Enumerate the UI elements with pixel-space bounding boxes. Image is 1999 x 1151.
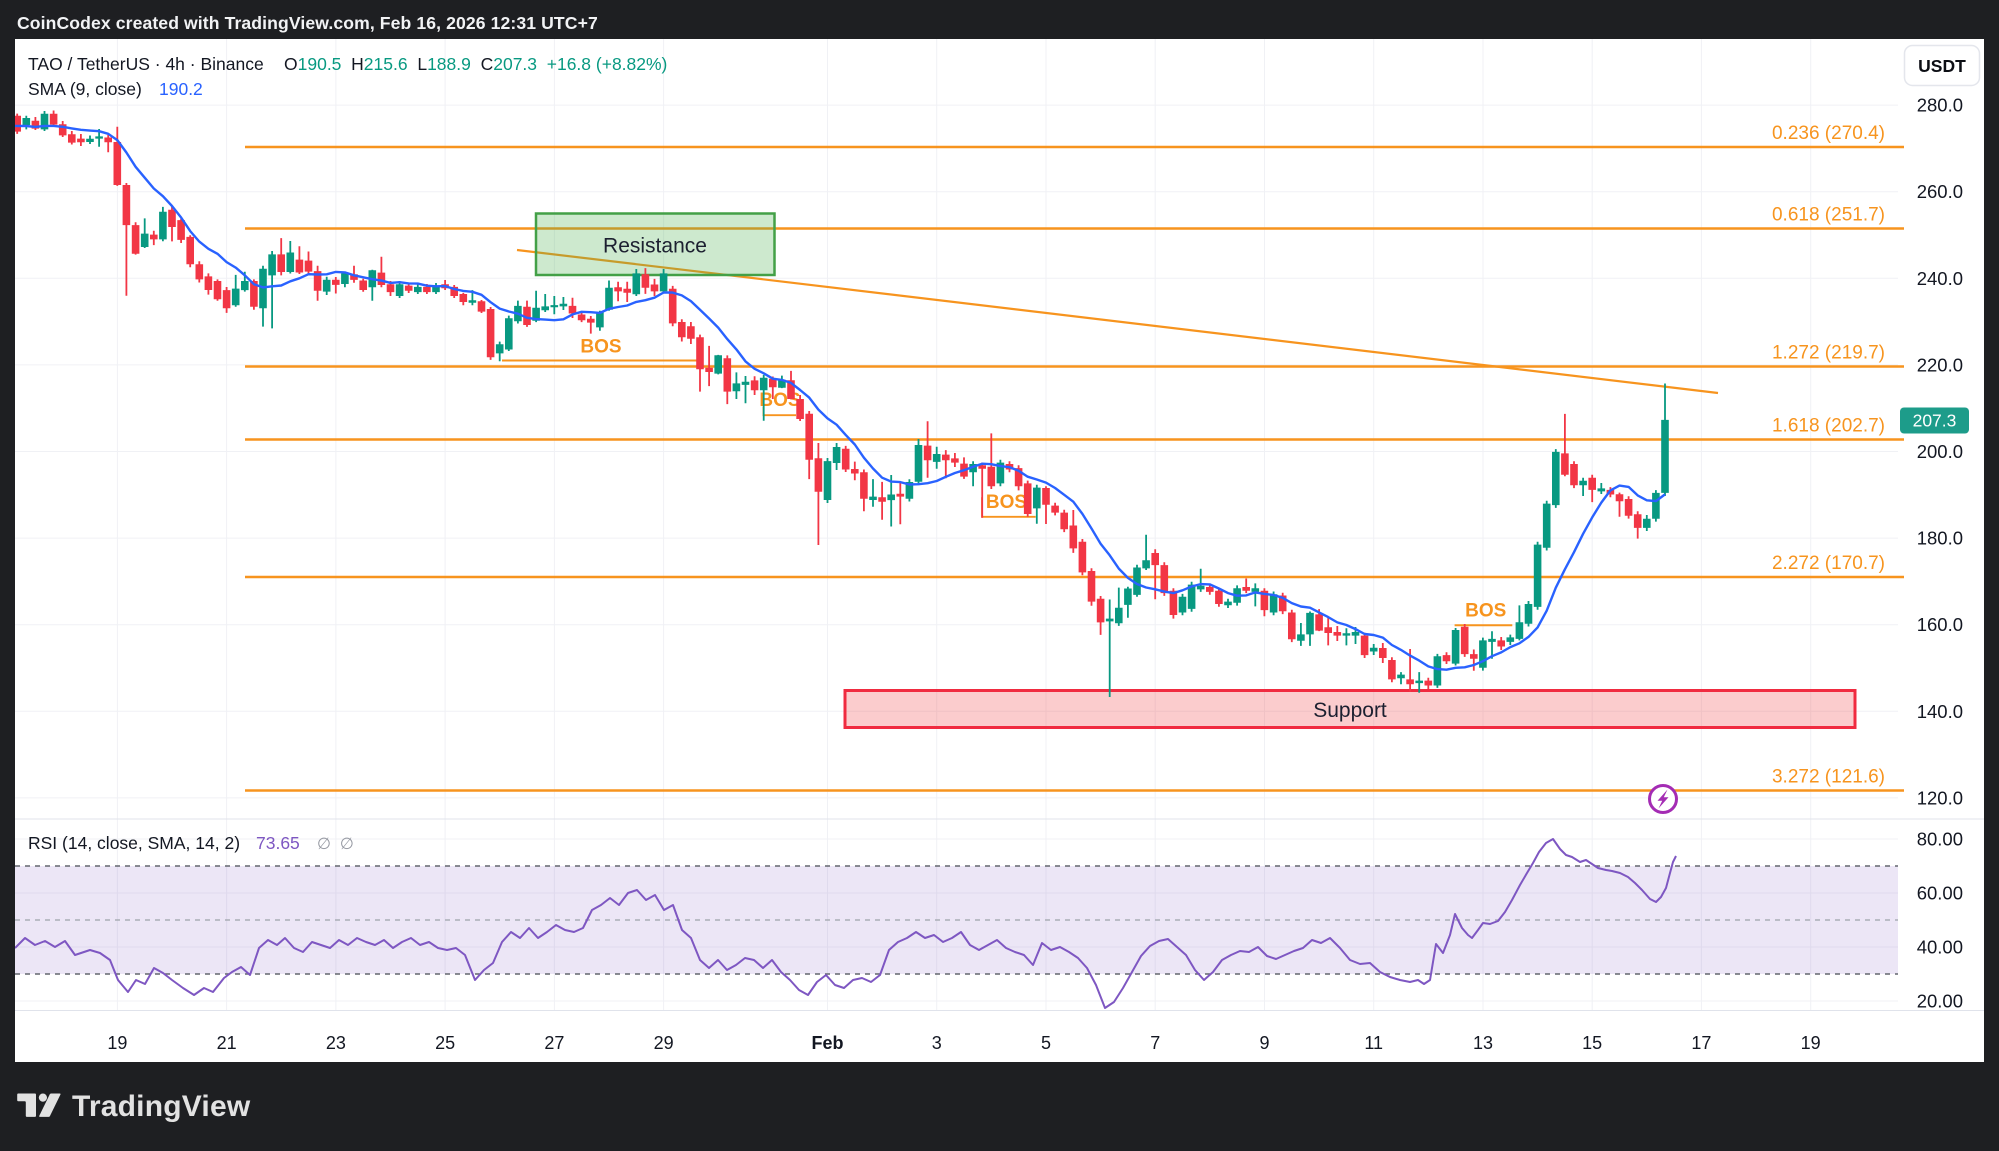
svg-text:TradingView: TradingView (72, 1090, 251, 1123)
svg-text:CoinCodex created with Trading: CoinCodex created with TradingView.com, … (17, 13, 598, 33)
svg-text:13: 13 (1473, 1033, 1493, 1053)
svg-text:120.0: 120.0 (1917, 787, 1963, 808)
svg-text:25: 25 (435, 1033, 455, 1053)
svg-text:40.00: 40.00 (1917, 937, 1963, 958)
svg-text:200.0: 200.0 (1917, 441, 1963, 462)
svg-text:220.0: 220.0 (1917, 354, 1963, 375)
svg-text:BOS: BOS (1465, 601, 1506, 622)
svg-text:SMA (9, close): SMA (9, close) (28, 79, 142, 99)
svg-text:RSI (14, close, SMA, 14, 2): RSI (14, close, SMA, 14, 2) (28, 833, 240, 853)
svg-text:60.00: 60.00 (1917, 883, 1963, 904)
svg-text:73.65: 73.65 (256, 833, 300, 853)
svg-text:USDT: USDT (1918, 56, 1966, 76)
svg-text:140.0: 140.0 (1917, 701, 1963, 722)
svg-text:0.236 (270.4): 0.236 (270.4) (1772, 123, 1885, 144)
svg-text:3: 3 (932, 1033, 942, 1053)
svg-text:O190.5 H215.6 L188.9 C207.3: O190.5 H215.6 L188.9 C207.3 +16.8 (+8.82… (284, 54, 667, 74)
svg-text:1.272 (219.7): 1.272 (219.7) (1772, 343, 1885, 364)
svg-text:2.272 (170.7): 2.272 (170.7) (1772, 553, 1885, 574)
svg-text:BOS: BOS (986, 492, 1027, 513)
svg-text:260.0: 260.0 (1917, 181, 1963, 202)
svg-text:Resistance: Resistance (603, 235, 707, 258)
svg-text:3.272 (121.6): 3.272 (121.6) (1772, 767, 1885, 788)
svg-text:5: 5 (1041, 1033, 1051, 1053)
svg-text:0.618 (251.7): 0.618 (251.7) (1772, 205, 1885, 226)
svg-text:TAO / TetherUS · 4h · Binance: TAO / TetherUS · 4h · Binance (28, 54, 264, 74)
svg-text:11: 11 (1364, 1033, 1383, 1053)
svg-text:1.618 (202.7): 1.618 (202.7) (1772, 416, 1885, 437)
svg-text:15: 15 (1582, 1033, 1602, 1053)
svg-text:280.0: 280.0 (1917, 95, 1963, 116)
svg-text:29: 29 (654, 1033, 674, 1053)
svg-text:20.00: 20.00 (1917, 991, 1963, 1012)
svg-text:207.3: 207.3 (1913, 411, 1957, 431)
svg-text:23: 23 (326, 1033, 346, 1053)
svg-text:∅ ∅: ∅ ∅ (317, 836, 354, 853)
svg-text:Support: Support (1313, 699, 1387, 722)
svg-text:27: 27 (544, 1033, 564, 1053)
svg-text:21: 21 (217, 1033, 237, 1053)
svg-text:7: 7 (1150, 1033, 1160, 1053)
svg-text:19: 19 (107, 1033, 127, 1053)
svg-text:180.0: 180.0 (1917, 528, 1963, 549)
svg-text:190.2: 190.2 (159, 79, 203, 99)
svg-text:Feb: Feb (811, 1033, 843, 1053)
svg-text:17: 17 (1691, 1033, 1711, 1053)
svg-text:80.00: 80.00 (1917, 829, 1963, 850)
svg-text:9: 9 (1259, 1033, 1269, 1053)
svg-text:160.0: 160.0 (1917, 614, 1963, 635)
svg-text:240.0: 240.0 (1917, 268, 1963, 289)
svg-text:BOS: BOS (580, 337, 621, 358)
svg-text:19: 19 (1801, 1033, 1821, 1053)
